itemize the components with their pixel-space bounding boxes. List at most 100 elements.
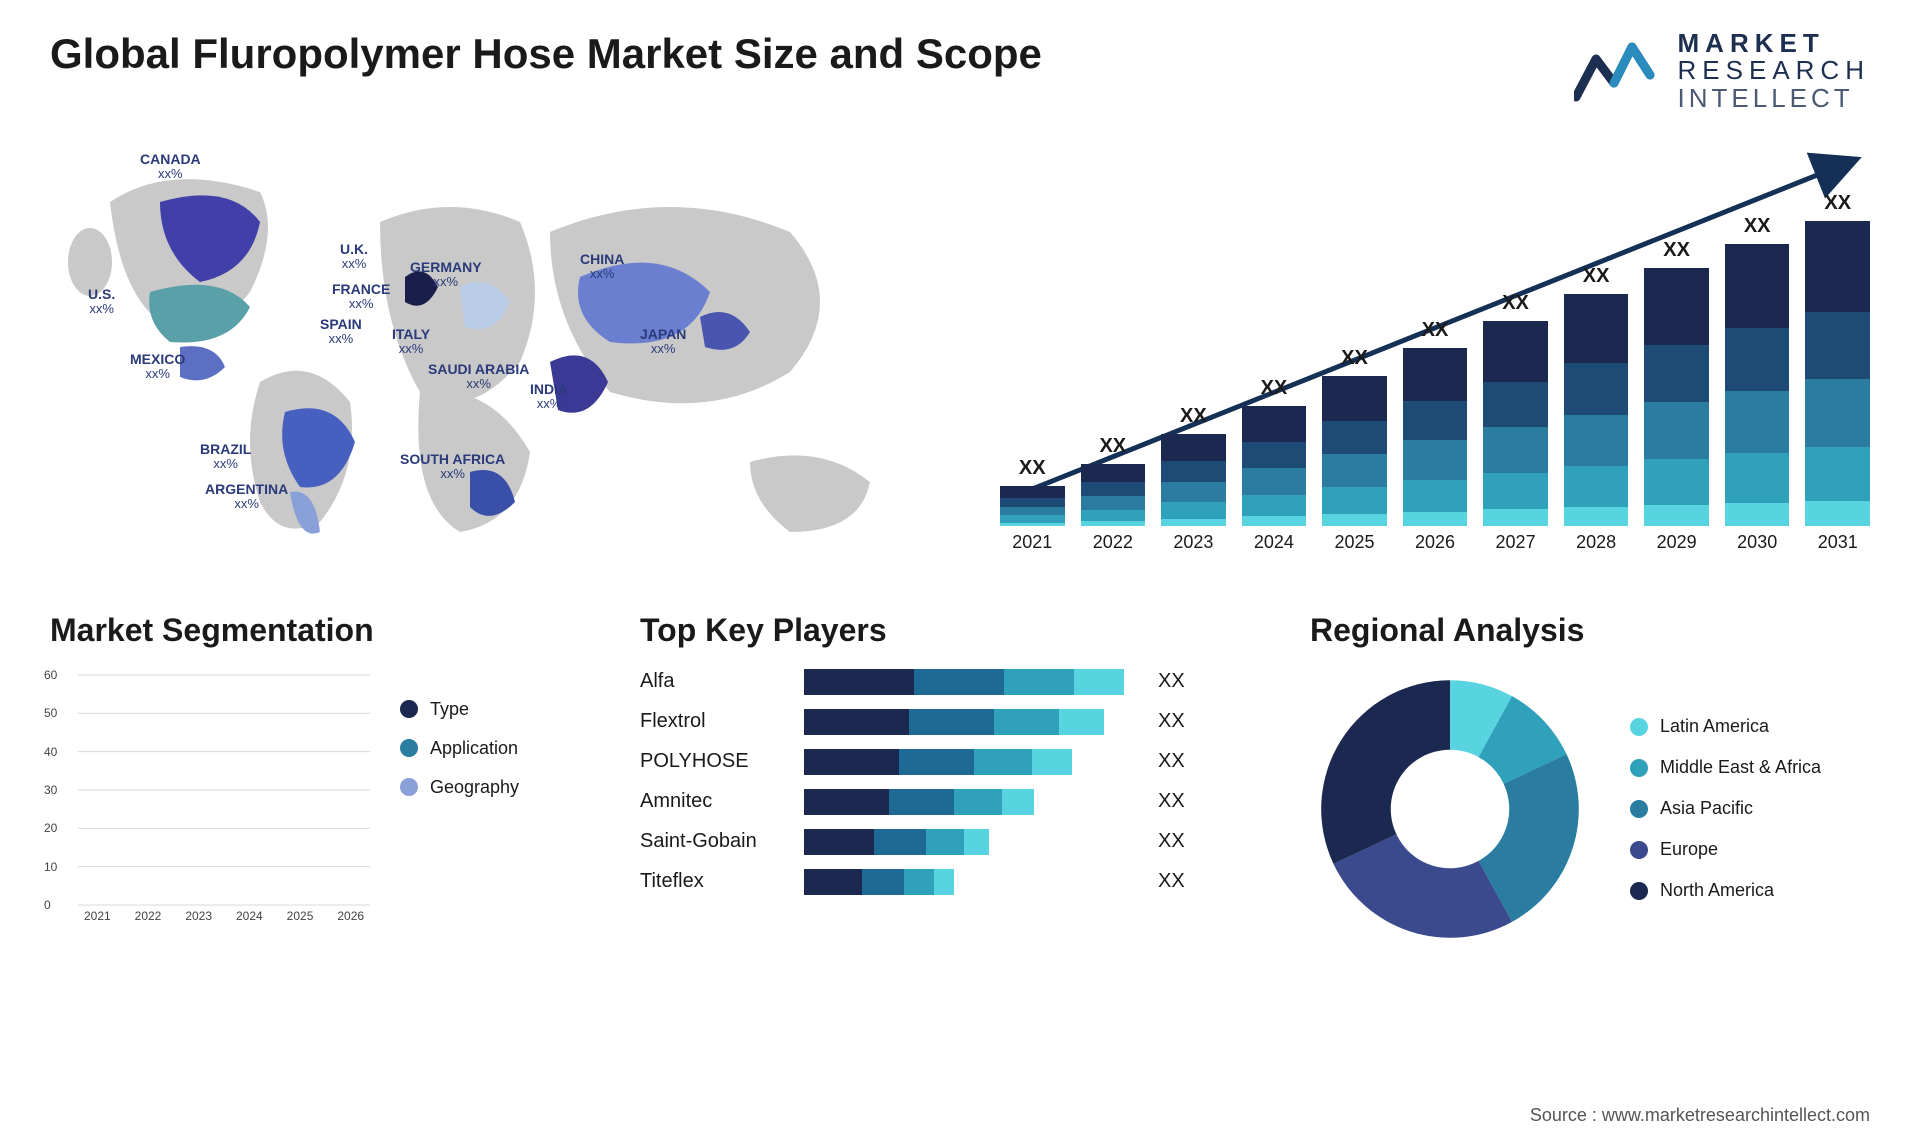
growth-bar-2021: XX (1000, 457, 1065, 526)
regional-title: Regional Analysis (1310, 612, 1870, 649)
player-row: Alfa XX (640, 669, 1260, 695)
player-value: XX (1158, 830, 1185, 853)
map-label-japan: JAPANxx% (640, 327, 686, 357)
growth-xaxis-label: 2023 (1161, 532, 1226, 562)
legend-label: Geography (430, 777, 519, 798)
seg-legend-item: Application (400, 738, 519, 759)
player-name: Alfa (640, 670, 790, 693)
growth-bar-2029: XX (1644, 239, 1709, 526)
map-label-u-k-: U.K.xx% (340, 242, 368, 272)
map-label-india: INDIAxx% (530, 382, 568, 412)
growth-xaxis-label: 2026 (1403, 532, 1468, 562)
legend-label: Application (430, 738, 518, 759)
legend-label: Asia Pacific (1660, 798, 1753, 819)
player-name: Flextrol (640, 710, 790, 733)
growth-bar-label: XX (1099, 435, 1126, 458)
seg-ytick: 10 (44, 860, 57, 874)
regional-panel: Regional Analysis Latin America Middle Ea… (1310, 612, 1870, 949)
source-attribution: Source : www.marketresearchintellect.com (1530, 1105, 1870, 1126)
player-row: POLYHOSEXX (640, 749, 1260, 775)
logo-line1: MARKET (1678, 30, 1870, 57)
donut-slice (1321, 680, 1450, 864)
seg-ytick: 40 (44, 745, 57, 759)
player-value: XX (1158, 790, 1185, 813)
map-label-canada: CANADAxx% (140, 152, 201, 182)
growth-xaxis-label: 2029 (1644, 532, 1709, 562)
growth-xaxis-label: 2021 (1000, 532, 1065, 562)
legend-swatch-icon (400, 739, 418, 757)
player-value: XX (1158, 670, 1185, 693)
legend-label: North America (1660, 880, 1774, 901)
legend-swatch-icon (1630, 718, 1648, 736)
legend-label: Europe (1660, 839, 1718, 860)
player-row: Amnitec XX (640, 789, 1260, 815)
map-label-south-africa: SOUTH AFRICAxx% (400, 452, 505, 482)
seg-xaxis-label: 2023 (179, 909, 218, 929)
growth-bar-label: XX (1824, 192, 1851, 215)
legend-label: Type (430, 699, 469, 720)
seg-ytick: 20 (44, 821, 57, 835)
player-value: XX (1158, 870, 1185, 893)
map-label-brazil: BRAZILxx% (200, 442, 251, 472)
player-row: Saint-GobainXX (640, 829, 1260, 855)
segmentation-legend: Type Application Geography (400, 669, 519, 929)
logo-line3: INTELLECT (1678, 85, 1870, 112)
player-value: XX (1158, 710, 1185, 733)
growth-bar-label: XX (1502, 292, 1529, 315)
growth-xaxis-label: 2022 (1081, 532, 1146, 562)
growth-xaxis-label: 2031 (1805, 532, 1870, 562)
players-title: Top Key Players (640, 612, 1260, 649)
page-title: Global Fluropolymer Hose Market Size and… (50, 30, 1042, 78)
growth-bar-label: XX (1422, 319, 1449, 342)
growth-bar-2031: XX (1805, 192, 1870, 526)
legend-swatch-icon (1630, 759, 1648, 777)
seg-xaxis-label: 2025 (281, 909, 320, 929)
growth-bar-label: XX (1583, 265, 1610, 288)
player-row: Flextrol XX (640, 709, 1260, 735)
brand-logo: MARKET RESEARCH INTELLECT (1574, 30, 1870, 112)
region-legend-item: Latin America (1630, 716, 1821, 737)
regional-donut (1310, 669, 1590, 949)
growth-xaxis-label: 2027 (1483, 532, 1548, 562)
logo-line2: RESEARCH (1678, 57, 1870, 84)
map-label-argentina: ARGENTINAxx% (205, 482, 288, 512)
player-name: Titeflex (640, 870, 790, 893)
seg-xaxis-label: 2022 (129, 909, 168, 929)
region-legend-item: Europe (1630, 839, 1821, 860)
growth-bar-label: XX (1744, 215, 1771, 238)
legend-swatch-icon (400, 700, 418, 718)
map-label-saudi-arabia: SAUDI ARABIAxx% (428, 362, 529, 392)
legend-swatch-icon (400, 778, 418, 796)
growth-bar-2030: XX (1725, 215, 1790, 526)
logo-mark-icon (1574, 39, 1664, 103)
growth-bar-2027: XX (1483, 292, 1548, 526)
region-legend-item: North America (1630, 880, 1821, 901)
seg-xaxis-label: 2026 (331, 909, 370, 929)
growth-bar-label: XX (1019, 457, 1046, 480)
player-value: XX (1158, 750, 1185, 773)
seg-ytick: 0 (44, 898, 51, 912)
growth-bar-2026: XX (1403, 319, 1468, 526)
map-label-spain: SPAINxx% (320, 317, 362, 347)
region-legend-item: Asia Pacific (1630, 798, 1821, 819)
legend-swatch-icon (1630, 800, 1648, 818)
regional-legend: Latin America Middle East & Africa Asia Pa… (1630, 716, 1821, 901)
growth-xaxis-label: 2025 (1322, 532, 1387, 562)
map-label-china: CHINAxx% (580, 252, 624, 282)
legend-label: Latin America (1660, 716, 1769, 737)
growth-xaxis-label: 2030 (1725, 532, 1790, 562)
seg-ytick: 30 (44, 783, 57, 797)
growth-xaxis-label: 2028 (1564, 532, 1629, 562)
player-name: Amnitec (640, 790, 790, 813)
players-panel: Top Key Players AlfaXXFlextrolXXPOLYHOSE… (640, 612, 1260, 949)
seg-ytick: 60 (44, 668, 57, 682)
growth-bar-2028: XX (1564, 265, 1629, 526)
legend-label: Middle East & Africa (1660, 757, 1821, 778)
seg-legend-item: Type (400, 699, 519, 720)
growth-bar-label: XX (1261, 377, 1288, 400)
map-label-u-s-: U.S.xx% (88, 287, 115, 317)
growth-chart: XXXXXXXXXXXXXXXXXXXXXX 20212022202320242… (960, 142, 1870, 562)
map-label-germany: GERMANYxx% (410, 260, 482, 290)
map-label-italy: ITALYxx% (392, 327, 430, 357)
player-row: Titeflex XX (640, 869, 1260, 895)
